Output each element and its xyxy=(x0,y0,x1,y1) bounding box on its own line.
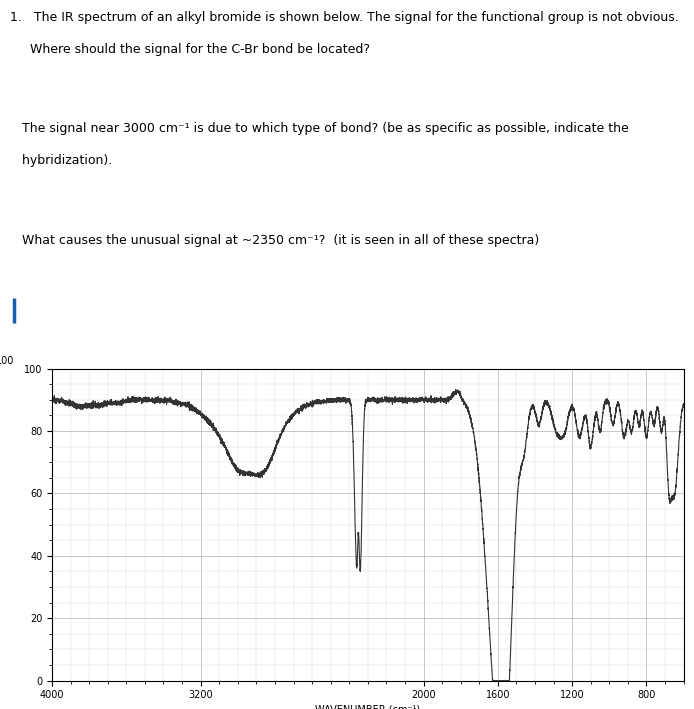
Text: What causes the unusual signal at ~2350 cm⁻¹?  (it is seen in all of these spect: What causes the unusual signal at ~2350 … xyxy=(10,234,540,247)
Text: Where should the signal for the C-Br bond be located?: Where should the signal for the C-Br bon… xyxy=(10,43,371,55)
Text: hybridization).: hybridization). xyxy=(10,155,112,167)
Text: 100: 100 xyxy=(0,355,14,366)
Text: 1.   The IR spectrum of an alkyl bromide is shown below. The signal for the func: 1. The IR spectrum of an alkyl bromide i… xyxy=(10,11,679,23)
X-axis label: WAVENUMBER (cm⁻¹): WAVENUMBER (cm⁻¹) xyxy=(315,705,421,709)
Text: The signal near 3000 cm⁻¹ is due to which type of bond? (be as specific as possi: The signal near 3000 cm⁻¹ is due to whic… xyxy=(10,122,629,135)
